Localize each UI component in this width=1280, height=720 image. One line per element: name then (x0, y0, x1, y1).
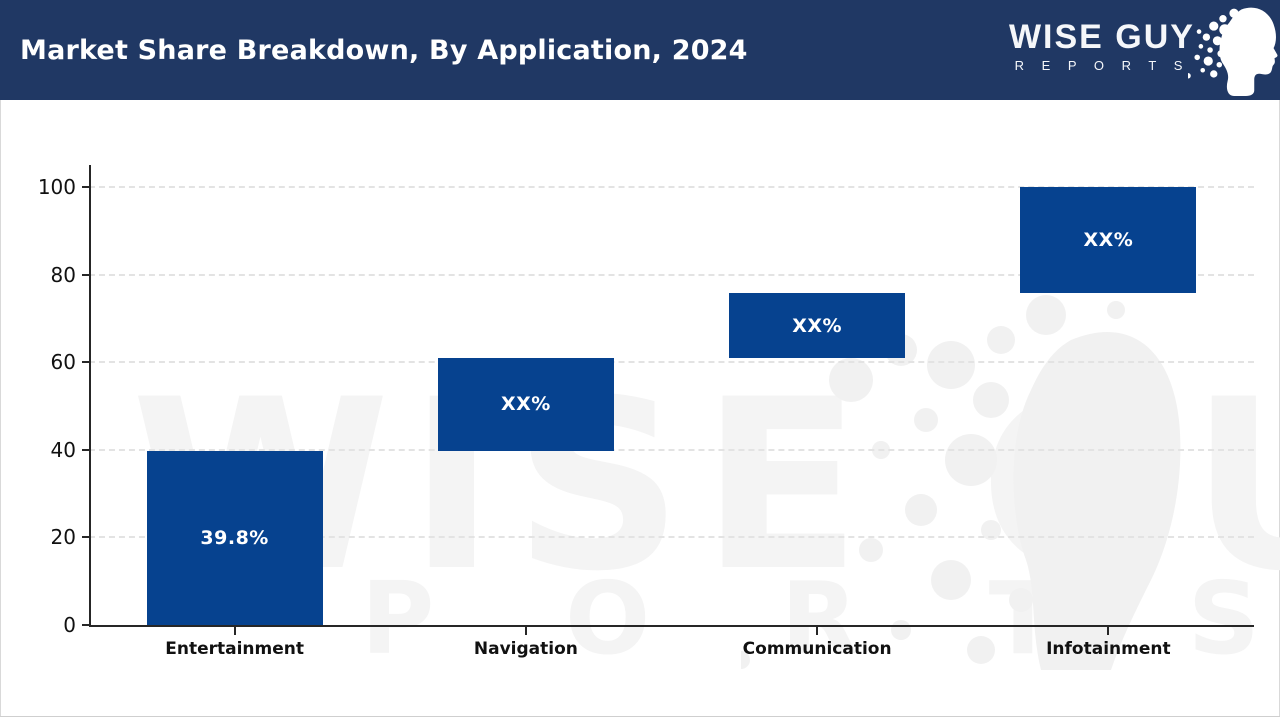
x-category-label: Navigation (473, 639, 578, 659)
chart-canvas: WISE GUY P O R T S 02040608010039.8%Ente… (0, 100, 1280, 716)
header-bar: Market Share Breakdown, By Application, … (0, 0, 1280, 100)
logo-wordmark: WISE GUY (1008, 18, 1195, 56)
gridline-y-60 (89, 361, 1254, 364)
x-category-label: Communication (742, 639, 892, 659)
x-tick-1 (524, 627, 527, 635)
gridline-y-80 (89, 273, 1254, 276)
y-axis-line (89, 165, 91, 627)
bar-value-label: XX% (792, 314, 843, 337)
y-tick-label-40: 40 (50, 437, 76, 462)
bar-value-label: 39.8% (200, 526, 269, 549)
gridline-y-20 (89, 536, 1254, 539)
y-tick-label-100: 100 (37, 175, 76, 199)
x-tick-3 (1107, 627, 1110, 635)
logo-text: WISE GUY R E P O R T S (1009, 18, 1195, 73)
y-tick-20 (82, 536, 89, 539)
y-tick-label-20: 20 (50, 525, 76, 550)
y-tick-80 (82, 273, 89, 276)
x-category-label: Entertainment (165, 639, 304, 659)
wise-guy-reports-logo: WISE GUY R E P O R T S (1009, 0, 1280, 100)
bar-navigation: XX% (437, 357, 614, 451)
x-axis-line (89, 625, 1254, 627)
x-category-label: Infotainment (1046, 639, 1171, 659)
gridline-y-40 (89, 448, 1254, 451)
x-tick-2 (816, 627, 819, 635)
bar-communication: XX% (729, 293, 906, 358)
dotted-head-profile-icon (1185, 4, 1280, 100)
y-tick-label-0: 0 (63, 613, 76, 637)
y-tick-100 (82, 186, 89, 188)
y-tick-label-80: 80 (50, 262, 76, 287)
y-tick-40 (82, 448, 89, 451)
bar-value-label: XX% (1083, 229, 1134, 252)
logo-subtitle: R E P O R T S (1014, 58, 1190, 73)
y-tick-60 (82, 361, 89, 364)
bottom-divider (0, 716, 1280, 717)
bar-entertainment: 39.8% (146, 450, 323, 625)
y-tick-0 (82, 624, 89, 626)
x-tick-0 (233, 627, 236, 635)
bar-infotainment: XX% (1020, 187, 1197, 294)
page-title: Market Share Breakdown, By Application, … (20, 34, 748, 66)
bar-value-label: XX% (500, 393, 551, 416)
gridline-y-100 (89, 186, 1254, 188)
y-tick-label-60: 60 (50, 350, 76, 375)
